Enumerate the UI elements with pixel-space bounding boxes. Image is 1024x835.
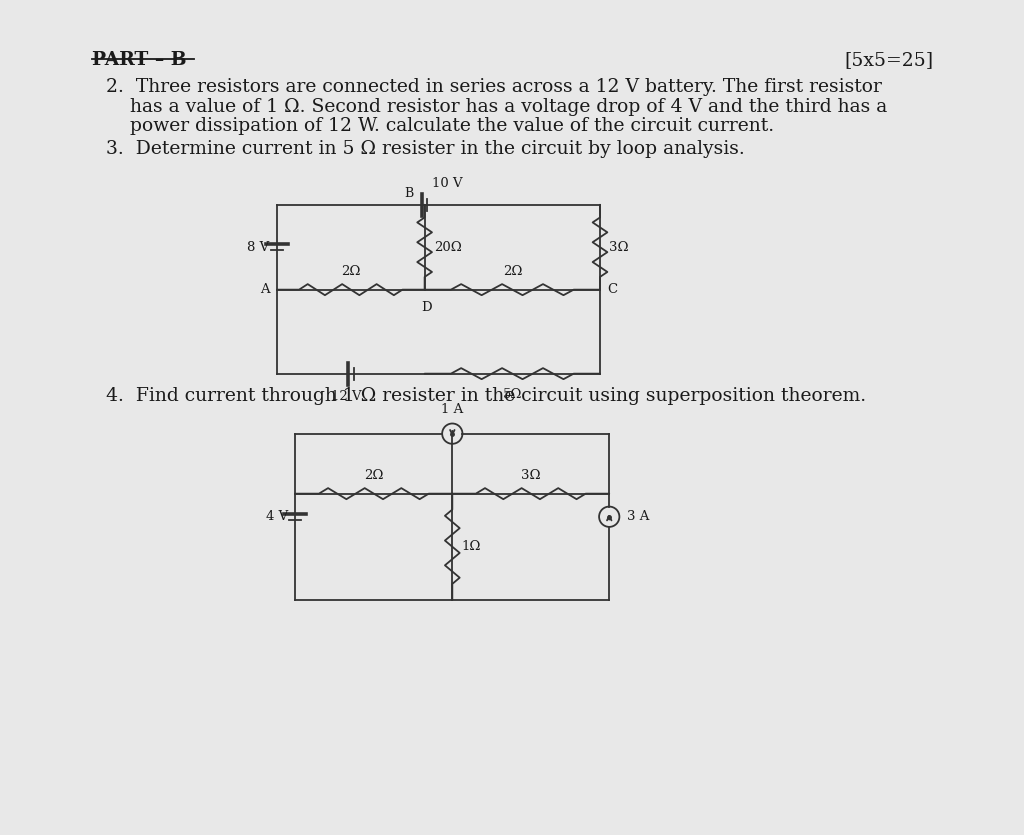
- Text: A: A: [260, 283, 269, 296]
- Text: 1Ω: 1Ω: [462, 540, 481, 554]
- Text: D: D: [421, 301, 432, 314]
- Text: power dissipation of 12 W. calculate the value of the circuit current.: power dissipation of 12 W. calculate the…: [106, 117, 774, 135]
- Text: 8 V: 8 V: [247, 240, 269, 254]
- Text: [5x5=25]: [5x5=25]: [845, 51, 934, 68]
- Text: C: C: [607, 283, 617, 296]
- Text: 2.  Three resistors are connected in series across a 12 V battery. The first res: 2. Three resistors are connected in seri…: [106, 78, 882, 96]
- Text: 20Ω: 20Ω: [434, 240, 462, 254]
- Text: 2Ω: 2Ω: [341, 265, 360, 278]
- Text: B: B: [404, 187, 414, 200]
- Text: PART – B: PART – B: [92, 51, 186, 68]
- Text: 3Ω: 3Ω: [609, 240, 629, 254]
- Text: 2Ω: 2Ω: [365, 468, 384, 482]
- Text: 3 A: 3 A: [627, 510, 649, 524]
- Text: 4 V: 4 V: [266, 510, 288, 524]
- Text: 5Ω: 5Ω: [503, 388, 522, 402]
- Text: 12 V: 12 V: [331, 390, 361, 403]
- Text: 10 V: 10 V: [432, 177, 463, 190]
- Text: has a value of 1 Ω. Second resistor has a voltage drop of 4 V and the third has : has a value of 1 Ω. Second resistor has …: [106, 98, 888, 116]
- Text: 3.  Determine current in 5 Ω resister in the circuit by loop analysis.: 3. Determine current in 5 Ω resister in …: [106, 140, 744, 158]
- Text: 2Ω: 2Ω: [503, 265, 522, 278]
- Text: 1 A: 1 A: [441, 403, 464, 416]
- Text: 4.  Find current through 1 Ω resister in the circuit using superposition theorem: 4. Find current through 1 Ω resister in …: [106, 387, 866, 406]
- Text: 3Ω: 3Ω: [521, 468, 541, 482]
